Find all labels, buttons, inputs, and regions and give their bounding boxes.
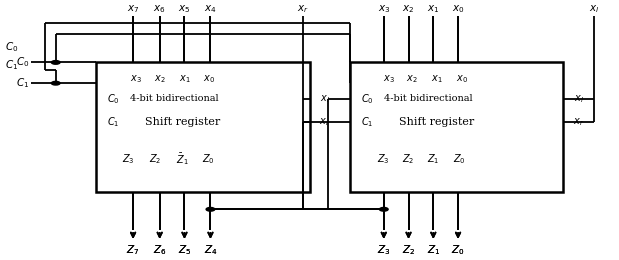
Text: Shift register: Shift register — [145, 117, 221, 127]
Text: $x_r$: $x_r$ — [319, 116, 331, 128]
Text: $x_3$: $x_3$ — [378, 3, 390, 15]
Circle shape — [51, 61, 60, 64]
Text: $Z_4$: $Z_4$ — [204, 243, 217, 257]
Text: $C_0$: $C_0$ — [5, 40, 19, 54]
Text: $x_1$: $x_1$ — [427, 3, 439, 15]
Text: $C_1$: $C_1$ — [107, 115, 119, 129]
Text: $x_l$: $x_l$ — [574, 93, 584, 105]
Text: $Z_6$: $Z_6$ — [153, 243, 167, 257]
Text: $Z_4$: $Z_4$ — [204, 243, 217, 257]
Text: $Z_3$: $Z_3$ — [123, 152, 135, 166]
Text: $x_l$: $x_l$ — [589, 3, 599, 15]
Text: $Z_5$: $Z_5$ — [178, 243, 191, 257]
Text: $x_l$: $x_l$ — [320, 93, 330, 105]
Text: $Z_1$: $Z_1$ — [426, 243, 440, 257]
Text: $C_1$: $C_1$ — [361, 115, 373, 129]
Text: $C_0$: $C_0$ — [361, 92, 374, 106]
Text: $x_0$: $x_0$ — [203, 73, 215, 85]
Text: $x_3$: $x_3$ — [383, 73, 395, 85]
Text: $Z_6$: $Z_6$ — [153, 243, 167, 257]
Circle shape — [51, 81, 60, 85]
Text: $Z_7$: $Z_7$ — [126, 243, 140, 257]
Text: $Z_0$: $Z_0$ — [202, 152, 215, 166]
Text: $x_r$: $x_r$ — [573, 116, 584, 128]
Text: $x_5$: $x_5$ — [178, 3, 191, 15]
Text: $Z_3$: $Z_3$ — [378, 152, 390, 166]
Text: $x_r$: $x_r$ — [297, 3, 310, 15]
Text: $x_6$: $x_6$ — [154, 3, 166, 15]
Text: 4-bit bidirectional: 4-bit bidirectional — [384, 94, 472, 103]
Bar — [350, 62, 563, 192]
Text: $Z_1$: $Z_1$ — [426, 243, 440, 257]
Text: $x_0$: $x_0$ — [452, 3, 464, 15]
Text: $Z_2$: $Z_2$ — [149, 152, 161, 166]
Text: $x_1$: $x_1$ — [431, 73, 443, 85]
Text: $Z_2$: $Z_2$ — [402, 243, 415, 257]
Text: $C_1$: $C_1$ — [6, 58, 19, 72]
Text: Shift register: Shift register — [399, 117, 475, 127]
Text: $Z_2$: $Z_2$ — [402, 243, 415, 257]
Circle shape — [379, 207, 388, 211]
Text: 4-bit bidirectional: 4-bit bidirectional — [130, 94, 219, 103]
Text: $Z_3$: $Z_3$ — [377, 243, 391, 257]
Text: $Z_3$: $Z_3$ — [377, 243, 391, 257]
Text: $Z_7$: $Z_7$ — [126, 243, 140, 257]
Text: $Z_1$: $Z_1$ — [427, 152, 439, 166]
Text: $x_3$: $x_3$ — [130, 73, 142, 85]
Circle shape — [206, 207, 215, 211]
Text: $C_0$: $C_0$ — [107, 92, 120, 106]
Text: $x_2$: $x_2$ — [407, 73, 418, 85]
Text: $Z_2$: $Z_2$ — [402, 152, 415, 166]
Text: $Z_5$: $Z_5$ — [178, 243, 191, 257]
Text: $x_2$: $x_2$ — [154, 73, 165, 85]
Text: $x_7$: $x_7$ — [127, 3, 139, 15]
Text: $x_1$: $x_1$ — [179, 73, 190, 85]
Text: $Z_0$: $Z_0$ — [451, 243, 465, 257]
Text: $x_2$: $x_2$ — [402, 3, 415, 15]
Bar — [96, 62, 310, 192]
Text: $Z_0$: $Z_0$ — [451, 243, 465, 257]
Text: $x_4$: $x_4$ — [204, 3, 217, 15]
Text: $x_0$: $x_0$ — [456, 73, 468, 85]
Text: $C_1$: $C_1$ — [17, 76, 30, 90]
Text: $\bar{Z}_1$: $\bar{Z}_1$ — [176, 151, 189, 166]
Text: $Z_0$: $Z_0$ — [453, 152, 465, 166]
Text: $C_0$: $C_0$ — [16, 55, 30, 69]
